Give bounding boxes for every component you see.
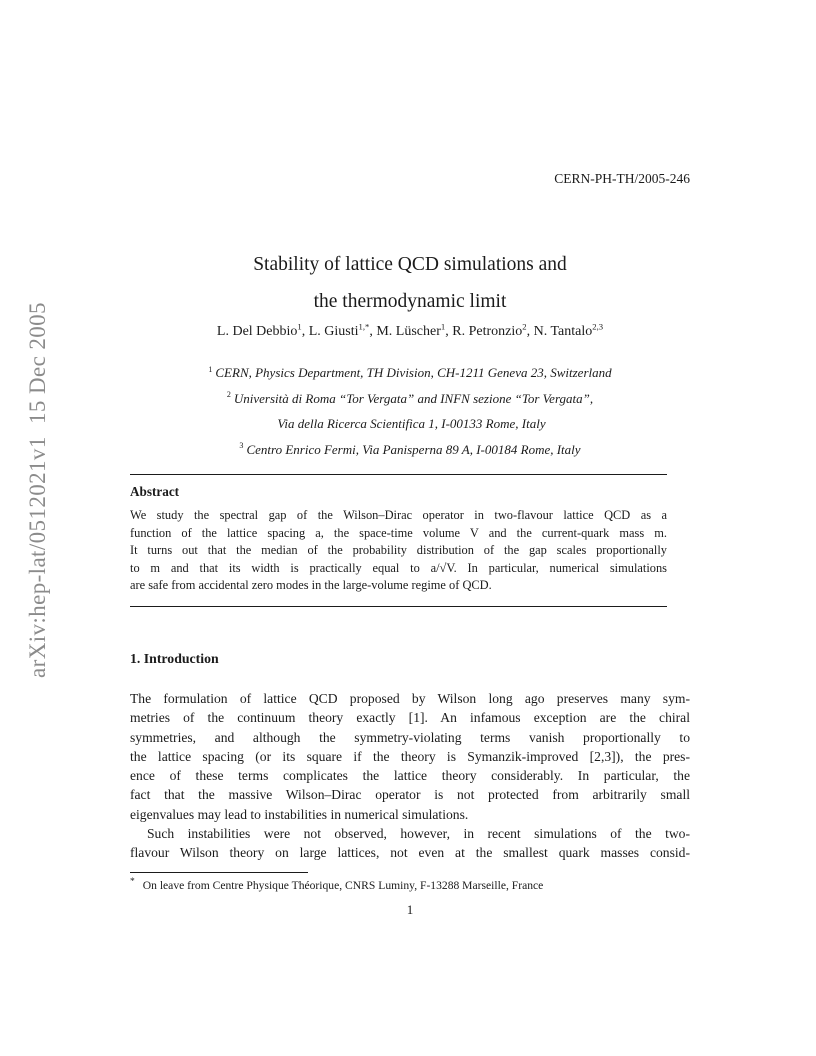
affiliation-list: 1 CERN, Physics Department, TH Division, …	[130, 360, 690, 462]
author-separator: ,	[445, 324, 453, 339]
author-separator: ,	[301, 324, 309, 339]
affiliation-mark: 3	[239, 441, 244, 451]
affiliation-line: 2 Università di Roma “Tor Vergata” and IN…	[130, 386, 690, 412]
abstract-block: Abstract We study the spectral gap of th…	[130, 474, 667, 607]
author-affil-mark: 2,3	[592, 321, 604, 332]
author-affil-mark: 2	[522, 321, 527, 332]
body-text-line: Such instabilities were not observed, ho…	[147, 826, 690, 842]
paper-title: Stability of lattice QCD simulations and…	[130, 246, 690, 320]
abstract-text-line: are safe from accidental zero modes in t…	[130, 578, 492, 592]
abstract-text-line: We study the spectral gap of the Wilson–…	[130, 508, 667, 522]
affiliation-text: Via della Ricerca Scientifica 1, I-00133…	[277, 416, 546, 431]
affiliation-line: 1 CERN, Physics Department, TH Division, …	[130, 360, 690, 386]
author-name: M. Lüscher	[376, 324, 441, 339]
abstract-heading: Abstract	[130, 484, 180, 499]
affiliation-text: Università di Roma “Tor Vergata” and INF…	[233, 390, 594, 406]
author-name: R. Petronzio	[452, 324, 523, 339]
author-list: L. Del Debbio1, L. Giusti1,*, M. Lüscher…	[130, 321, 690, 340]
affiliation-text: Centro Enrico Fermi, Via Panisperna 89 A…	[246, 441, 581, 457]
affiliation-line: Via della Ricerca Scientifica 1, I-00133…	[130, 411, 690, 437]
body-text-line: metries of the continuum theory exactly …	[130, 710, 690, 726]
body-text-line: fact that the massive Wilson–Dirac opera…	[130, 787, 690, 803]
affiliation-mark: 1	[208, 364, 213, 374]
body-text-line: The formulation of lattice QCD proposed …	[130, 691, 690, 706]
body-text-line: the lattice spacing (or its square if th…	[130, 748, 690, 764]
footnote-rule	[130, 872, 308, 873]
body-text-line: ence of these terms complicates the latt…	[130, 768, 690, 784]
body-text-line: flavour Wilson theory on large lattices,…	[130, 845, 690, 861]
paper-title-line1: Stability of lattice QCD simulations and	[253, 254, 567, 275]
author-affil-mark: 1	[297, 321, 302, 332]
page-number: 1	[406, 902, 414, 917]
affiliation-mark: 2	[226, 390, 231, 400]
author-name: L. Giusti	[308, 324, 359, 339]
introduction-body: The formulation of lattice QCD proposed …	[130, 689, 690, 863]
body-text-line: eigenvalues may lead to instabilities in…	[130, 806, 469, 822]
author-name: L. Del Debbio	[216, 324, 298, 339]
author-separator: ,	[526, 324, 534, 339]
footnote-text: On leave from Centre Physique Théorique,…	[142, 878, 544, 892]
abstract-text-line: function of the lattice spacing a, the s…	[130, 525, 667, 540]
abstract-text-line: It turns out that the median of the prob…	[130, 543, 667, 557]
body-text-line: symmetries, and although the symmetry-vi…	[130, 729, 690, 745]
author-affil-mark: 1	[440, 321, 446, 332]
author-name: N. Tantalo	[533, 324, 593, 339]
affiliation-text: CERN, Physics Department, TH Division, C…	[215, 365, 612, 380]
arxiv-sidebar-label: arXiv:hep-lat/0512021v1 15 Dec 2005	[25, 302, 50, 678]
affiliation-line: 3 Centro Enrico Fermi, Via Panisperna 89 …	[130, 437, 690, 463]
author-separator: ,	[369, 324, 377, 339]
section-heading-introduction: 1. Introduction	[130, 651, 219, 666]
footnote-marker: *	[130, 877, 135, 887]
abstract-text-line: to m and that its width is practically e…	[130, 560, 667, 575]
paper-title-line2: the thermodynamic limit	[313, 291, 507, 312]
report-number: CERN-PH-TH/2005-246	[554, 171, 690, 186]
footnote: * On leave from Centre Physique Théorique…	[130, 877, 690, 892]
author-affil-mark: 1,*	[358, 321, 370, 332]
